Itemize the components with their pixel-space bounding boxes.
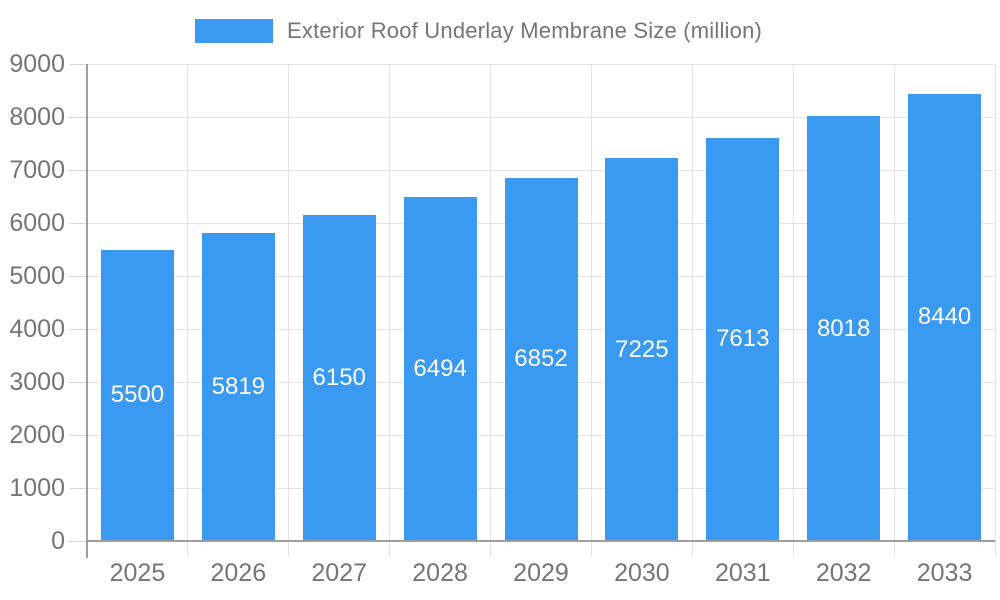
- y-tick: [69, 222, 87, 224]
- x-gridline: [288, 64, 290, 556]
- y-axis-label: 3000: [9, 367, 65, 396]
- x-axis-line: [87, 540, 995, 542]
- x-axis-label: 2031: [714, 559, 771, 587]
- y-axis-line: [86, 64, 88, 558]
- x-axis-label: 2029: [513, 559, 569, 587]
- y-tick: [69, 434, 87, 436]
- x-axis-label: 2028: [412, 559, 468, 587]
- y-tick: [69, 63, 87, 65]
- y-axis-label: 4000: [9, 314, 65, 343]
- legend-label: Exterior Roof Underlay Membrane Size (mi…: [287, 18, 763, 43]
- y-axis-label: 5000: [9, 261, 65, 290]
- bar-value-label: 6150: [312, 364, 366, 392]
- bar-value-label: 6852: [514, 345, 568, 373]
- y-tick: [69, 487, 87, 489]
- y-axis-label: 7000: [9, 155, 65, 184]
- bar-2027[interactable]: [302, 215, 376, 541]
- bar-2030[interactable]: [605, 158, 679, 541]
- x-axis-label: 2032: [815, 559, 872, 587]
- bar-2032[interactable]: [807, 116, 881, 541]
- y-tick: [69, 381, 87, 383]
- x-gridline: [893, 64, 895, 556]
- y-axis-label: 9000: [9, 49, 65, 78]
- x-axis-label: 2025: [109, 559, 166, 587]
- x-axis-label: 2026: [210, 559, 267, 587]
- y-tick: [69, 169, 87, 171]
- bar-value-label: 5819: [211, 372, 266, 400]
- y-gridline: [87, 169, 995, 171]
- y-tick: [69, 116, 87, 118]
- y-tick: [69, 275, 87, 277]
- y-axis-label: 8000: [9, 102, 65, 131]
- x-gridline: [994, 64, 996, 556]
- bar-value-label: 8440: [917, 303, 972, 331]
- bar-2031[interactable]: [706, 137, 780, 541]
- bar-2028[interactable]: [403, 196, 477, 541]
- legend-item[interactable]: Exterior Roof Underlay Membrane Size (mi…: [195, 8, 762, 54]
- bar-value-label: 6494: [413, 354, 467, 382]
- x-axis-label: 2033: [916, 559, 973, 587]
- bar-value-label: 5500: [110, 381, 165, 409]
- bar-2033[interactable]: [908, 93, 982, 541]
- x-gridline: [590, 64, 592, 556]
- y-tick: [69, 328, 87, 330]
- y-axis-label: 0: [51, 526, 65, 555]
- x-axis-label: 2030: [614, 559, 670, 587]
- y-tick: [69, 540, 87, 542]
- x-gridline: [490, 64, 492, 556]
- bar-2025[interactable]: [100, 249, 174, 541]
- bar-value-label: 7613: [716, 325, 770, 353]
- bar-2029[interactable]: [504, 177, 578, 541]
- y-axis-label: 2000: [9, 420, 65, 449]
- x-axis-label: 2027: [311, 559, 368, 587]
- x-gridline: [389, 64, 391, 556]
- legend-swatch: [195, 19, 273, 43]
- bar-value-label: 8018: [816, 314, 871, 342]
- y-axis-label: 6000: [9, 208, 65, 237]
- y-gridline: [87, 63, 995, 65]
- y-axis-label: 1000: [9, 473, 65, 502]
- bar-2026[interactable]: [201, 232, 275, 541]
- x-gridline: [187, 64, 189, 556]
- bar-value-label: 7225: [615, 335, 669, 363]
- y-gridline: [87, 116, 995, 118]
- x-gridline: [792, 64, 794, 556]
- x-gridline: [691, 64, 693, 556]
